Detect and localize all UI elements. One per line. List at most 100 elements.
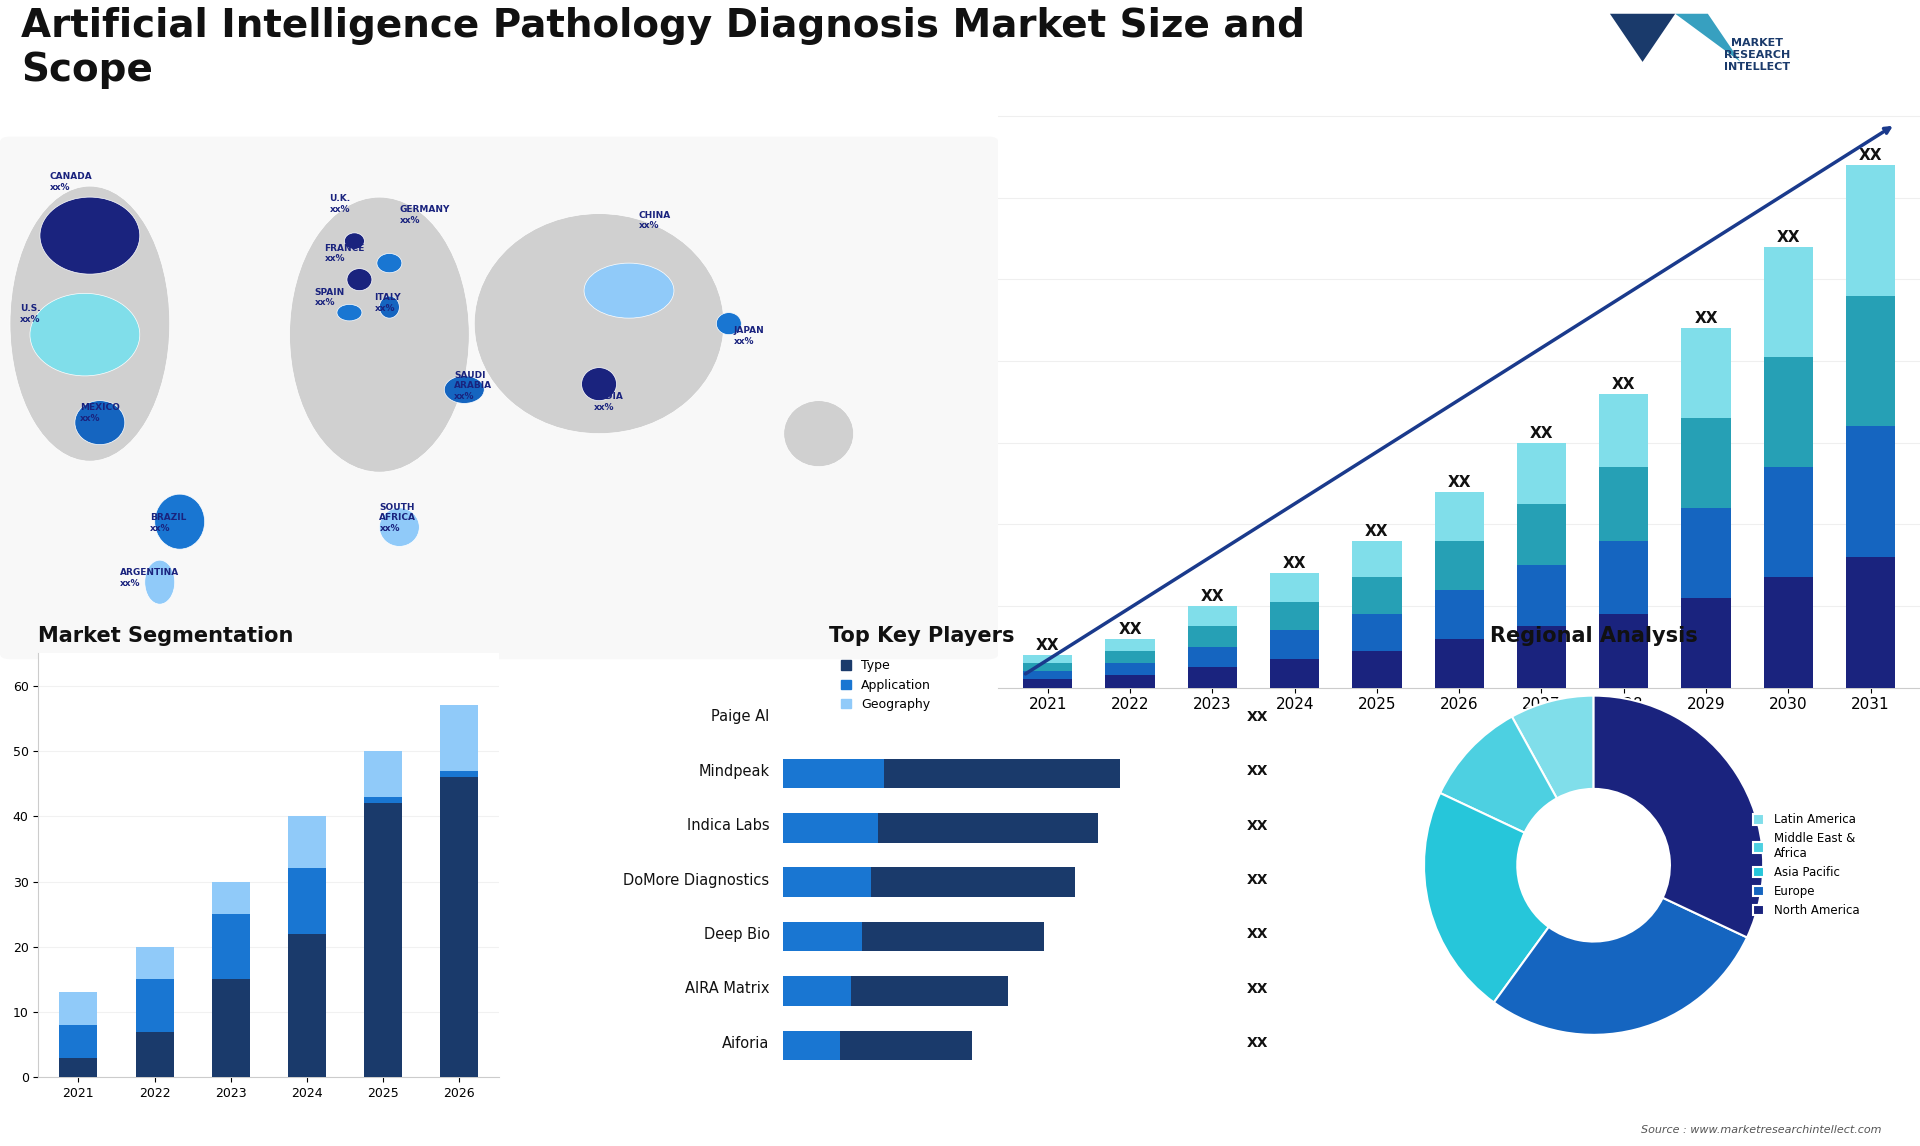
Bar [60, 992, 98, 1025]
Bar [1269, 573, 1319, 602]
Bar [1269, 602, 1319, 630]
Bar [1352, 614, 1402, 651]
Text: XX: XX [1776, 229, 1801, 245]
Bar [288, 816, 326, 869]
Text: XX: XX [1246, 709, 1267, 724]
Text: INDIA
xx%: INDIA xx% [593, 392, 622, 411]
Wedge shape [1594, 696, 1763, 937]
Bar [1434, 638, 1484, 688]
Bar [1106, 651, 1154, 664]
Text: FRANCE
xx%: FRANCE xx% [324, 244, 365, 264]
Text: GERMANY
xx%: GERMANY xx% [399, 205, 449, 225]
Bar [1352, 651, 1402, 688]
Polygon shape [1609, 14, 1674, 62]
Text: BRAZIL
xx%: BRAZIL xx% [150, 513, 186, 533]
Bar [1517, 627, 1567, 688]
Bar [211, 915, 250, 980]
Bar [1106, 664, 1154, 675]
Bar [440, 777, 478, 1077]
Bar [60, 1025, 98, 1058]
Bar [1845, 426, 1895, 557]
Ellipse shape [380, 296, 399, 319]
Text: XX: XX [1246, 764, 1267, 778]
Bar [1764, 578, 1812, 688]
Bar [1845, 165, 1895, 296]
FancyBboxPatch shape [783, 1030, 972, 1060]
Ellipse shape [31, 293, 140, 376]
Legend: Type, Application, Geography: Type, Application, Geography [841, 659, 931, 711]
Text: SAUDI
ARABIA
xx%: SAUDI ARABIA xx% [455, 371, 492, 401]
Bar [1764, 358, 1812, 468]
Text: XX: XX [1365, 524, 1388, 539]
Text: ITALY
xx%: ITALY xx% [374, 293, 401, 313]
Ellipse shape [10, 186, 169, 461]
Text: XX: XX [1246, 927, 1267, 942]
Bar [60, 1058, 98, 1077]
Text: JAPAN
xx%: JAPAN xx% [733, 327, 764, 346]
Bar [211, 980, 250, 1077]
Ellipse shape [582, 368, 616, 401]
Ellipse shape [783, 401, 854, 466]
Bar [1188, 667, 1236, 688]
Bar [1517, 504, 1567, 565]
FancyBboxPatch shape [0, 136, 998, 659]
Text: XX: XX [1859, 148, 1882, 163]
Wedge shape [1494, 897, 1747, 1035]
Bar [365, 796, 401, 803]
Ellipse shape [290, 197, 468, 472]
FancyBboxPatch shape [783, 976, 851, 1006]
Ellipse shape [376, 253, 401, 273]
Title: Regional Analysis: Regional Analysis [1490, 626, 1697, 646]
Bar [136, 1031, 173, 1077]
Bar [1352, 541, 1402, 578]
Bar [211, 881, 250, 915]
Text: Deep Bio: Deep Bio [703, 927, 770, 942]
Text: MEXICO
xx%: MEXICO xx% [81, 403, 119, 423]
Text: XX: XX [1613, 377, 1636, 392]
Text: XX: XX [1246, 1036, 1267, 1051]
Bar [288, 934, 326, 1077]
FancyBboxPatch shape [783, 759, 885, 788]
Wedge shape [1511, 696, 1594, 799]
FancyBboxPatch shape [783, 759, 1119, 788]
Text: XX: XX [1117, 621, 1142, 636]
Bar [288, 869, 326, 934]
Text: AIRA Matrix: AIRA Matrix [685, 981, 770, 996]
Bar [136, 947, 173, 980]
Bar [1106, 638, 1154, 651]
Bar [1517, 565, 1567, 627]
Bar [1269, 630, 1319, 659]
Bar [1682, 329, 1730, 418]
Bar [1352, 578, 1402, 614]
Text: MARKET
RESEARCH
INTELLECT: MARKET RESEARCH INTELLECT [1724, 39, 1789, 71]
Bar [365, 803, 401, 1077]
Bar [1188, 627, 1236, 646]
Bar [1188, 646, 1236, 667]
Text: XX: XX [1246, 982, 1267, 996]
Text: DoMore Diagnostics: DoMore Diagnostics [624, 872, 770, 887]
Bar [1599, 614, 1649, 688]
Ellipse shape [144, 560, 175, 604]
Text: XX: XX [1200, 589, 1225, 604]
Ellipse shape [380, 508, 419, 547]
Title: Top Key Players: Top Key Players [829, 626, 1014, 646]
Ellipse shape [474, 213, 724, 433]
Text: Aiforia: Aiforia [722, 1036, 770, 1051]
Bar [440, 770, 478, 777]
Text: U.S.
xx%: U.S. xx% [19, 304, 40, 323]
Bar [1682, 508, 1730, 598]
Bar [1517, 442, 1567, 504]
FancyBboxPatch shape [783, 1030, 839, 1060]
Bar [440, 706, 478, 770]
Ellipse shape [348, 268, 372, 291]
FancyBboxPatch shape [783, 976, 1008, 1006]
Bar [1599, 394, 1649, 468]
Bar [1764, 468, 1812, 578]
Ellipse shape [338, 305, 361, 321]
FancyBboxPatch shape [783, 813, 1098, 842]
FancyBboxPatch shape [783, 868, 1075, 897]
FancyBboxPatch shape [783, 921, 862, 951]
Ellipse shape [75, 401, 125, 445]
FancyBboxPatch shape [783, 921, 1044, 951]
Text: XX: XX [1448, 474, 1471, 489]
